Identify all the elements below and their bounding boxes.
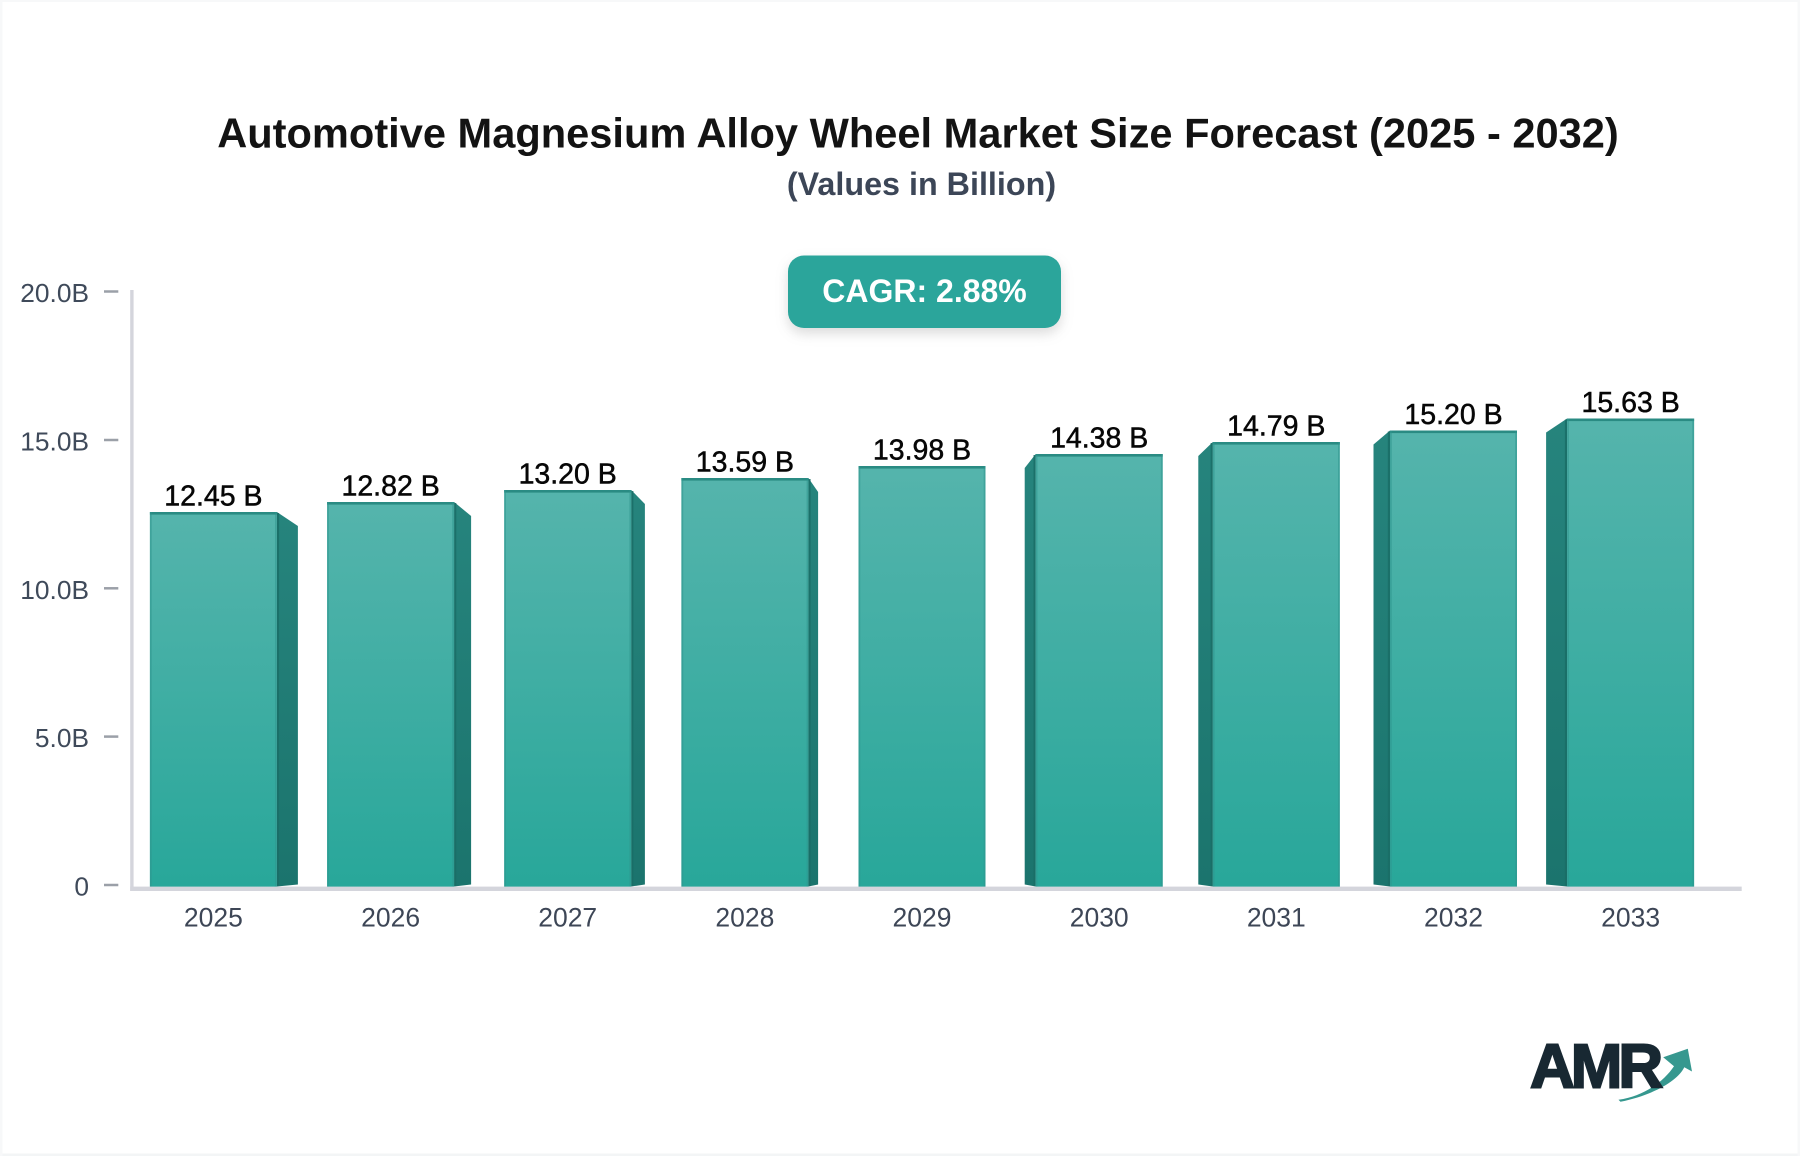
- svg-text:0: 0: [74, 872, 89, 902]
- svg-text:14.38 B: 14.38 B: [1050, 423, 1148, 455]
- svg-text:2031: 2031: [1247, 903, 1306, 933]
- svg-text:13.20 B: 13.20 B: [519, 459, 617, 491]
- svg-text:2032: 2032: [1424, 903, 1483, 933]
- svg-text:12.45 B: 12.45 B: [164, 481, 262, 513]
- svg-text:2030: 2030: [1070, 903, 1129, 933]
- svg-text:12.82 B: 12.82 B: [341, 471, 439, 503]
- svg-text:5.0B: 5.0B: [35, 723, 89, 753]
- svg-text:CAGR: 2.88%: CAGR: 2.88%: [822, 273, 1027, 309]
- svg-text:2033: 2033: [1601, 903, 1660, 933]
- svg-text:13.59 B: 13.59 B: [696, 447, 794, 479]
- svg-text:2027: 2027: [538, 903, 597, 933]
- svg-text:20.0B: 20.0B: [20, 278, 89, 308]
- svg-text:15.0B: 15.0B: [20, 427, 89, 457]
- svg-text:2028: 2028: [715, 903, 774, 933]
- svg-text:(Values in Billion): (Values in Billion): [787, 166, 1056, 202]
- svg-text:15.63 B: 15.63 B: [1581, 387, 1679, 419]
- svg-text:2026: 2026: [361, 903, 420, 933]
- svg-text:10.0B: 10.0B: [20, 575, 89, 605]
- svg-text:15.20 B: 15.20 B: [1404, 399, 1502, 431]
- svg-text:2025: 2025: [184, 903, 243, 933]
- svg-text:14.79 B: 14.79 B: [1227, 411, 1325, 443]
- svg-text:Automotive Magnesium Alloy Whe: Automotive Magnesium Alloy Wheel Market …: [217, 110, 1619, 157]
- svg-text:13.98 B: 13.98 B: [873, 435, 971, 467]
- svg-text:AMR: AMR: [1530, 1033, 1662, 1102]
- svg-text:2029: 2029: [893, 903, 952, 933]
